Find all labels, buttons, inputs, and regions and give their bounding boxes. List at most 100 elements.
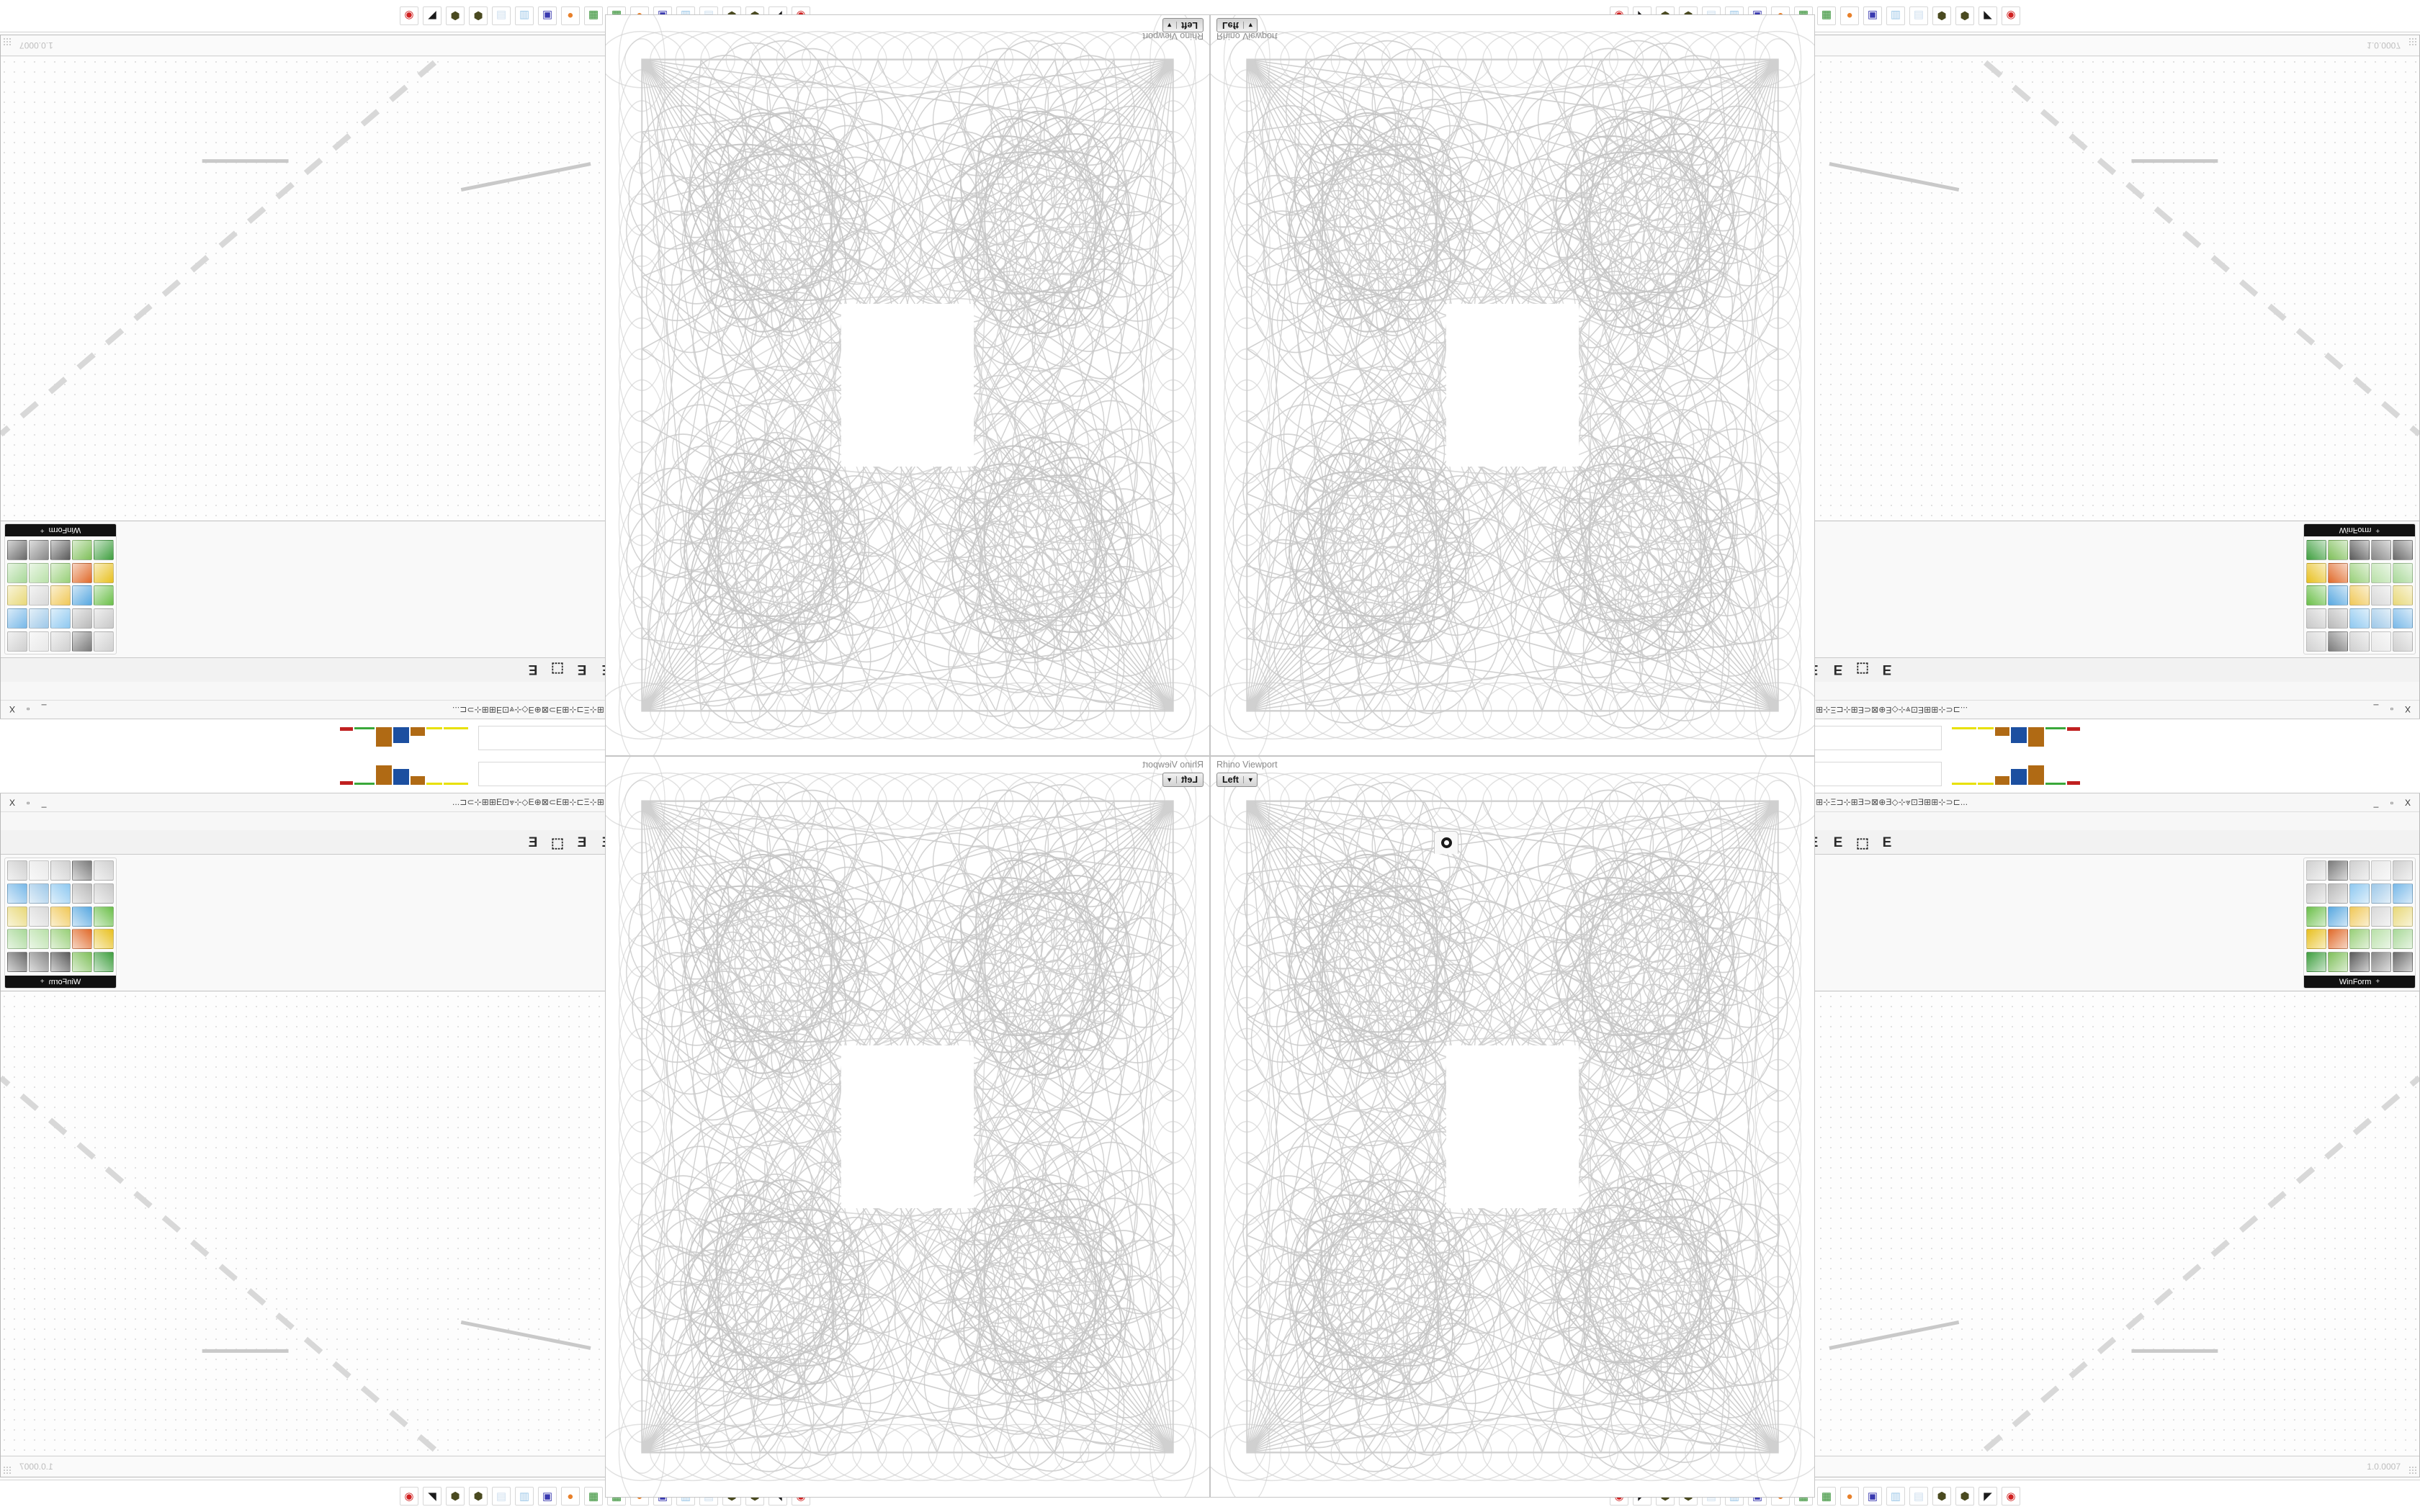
ribbon-component-icon[interactable] [2349, 883, 2370, 904]
ribbon-component-icon[interactable] [94, 929, 114, 950]
ribbon-component-icon[interactable] [2306, 608, 2326, 629]
tab-e2[interactable]: E [577, 662, 587, 677]
rhino-viewport-top-right[interactable]: Rhino Viewport Left ▼ [1210, 14, 1815, 756]
ribbon-component-icon[interactable] [29, 929, 49, 950]
grasshopper-icon[interactable]: ⬢ [1955, 1487, 1974, 1506]
ribbon-component-icon[interactable] [2393, 883, 2413, 904]
ribbon-component-icon[interactable] [2371, 952, 2391, 973]
ribbon-component-icon[interactable] [72, 929, 92, 950]
ribbon-component-icon[interactable] [50, 883, 71, 904]
app-dark-icon[interactable]: ◤ [423, 6, 442, 25]
ribbon-component-icon[interactable] [72, 539, 92, 560]
tab-e3[interactable]: E [1882, 835, 1892, 850]
grasshopper2-icon[interactable]: ⬢ [469, 6, 488, 25]
ribbon-component-icon[interactable] [2393, 952, 2413, 973]
firefox-icon[interactable]: ● [561, 1487, 580, 1506]
ribbon-component-icon[interactable] [2349, 562, 2370, 583]
ribbon-component-icon[interactable] [2371, 929, 2391, 950]
ribbon-group-expand-icon[interactable]: + [40, 978, 45, 986]
tab-e2[interactable]: E [577, 835, 587, 850]
ribbon-component-icon[interactable] [2371, 585, 2391, 606]
ribbon-component-icon[interactable] [29, 906, 49, 927]
document-icon[interactable]: ▥ [515, 6, 534, 25]
ribbon-component-icon[interactable] [2328, 539, 2348, 560]
viewport-view-selector[interactable]: Left ▼ [1216, 18, 1258, 32]
grasshopper2-icon[interactable]: ⬢ [469, 1487, 488, 1506]
ribbon-component-icon[interactable] [2306, 906, 2326, 927]
ribbon-component-icon[interactable] [2306, 631, 2326, 652]
tab-e3[interactable]: E [528, 662, 538, 677]
ribbon-component-icon[interactable] [2371, 906, 2391, 927]
terminal-icon[interactable]: ▦ [1817, 1487, 1836, 1506]
ribbon-component-icon[interactable] [2393, 929, 2413, 950]
ribbon-component-icon[interactable] [50, 585, 71, 606]
rhino-icon[interactable]: ◉ [400, 6, 418, 25]
grasshopper-icon[interactable]: ⬢ [1955, 6, 1974, 25]
ribbon-component-icon[interactable] [2328, 929, 2348, 950]
ribbon-component-icon[interactable] [2393, 585, 2413, 606]
ribbon-component-icon[interactable] [72, 906, 92, 927]
ribbon-component-icon[interactable] [7, 539, 27, 560]
save-icon[interactable]: ▣ [1863, 1487, 1882, 1506]
ribbon-component-icon[interactable] [7, 585, 27, 606]
close-button[interactable]: X [2404, 797, 2411, 808]
ribbon-component-icon[interactable] [50, 608, 71, 629]
ribbon-component-icon[interactable] [50, 952, 71, 973]
ribbon-component-icon[interactable] [7, 631, 27, 652]
resize-grip[interactable] [2408, 37, 2417, 46]
terminal-icon[interactable]: ▦ [1817, 6, 1836, 25]
ribbon-component-icon[interactable] [7, 929, 27, 950]
ribbon-component-icon[interactable] [7, 883, 27, 904]
maximize-button[interactable]: ▫ [2390, 704, 2394, 715]
ribbon-component-icon[interactable] [2371, 631, 2391, 652]
ribbon-component-icon[interactable] [2393, 631, 2413, 652]
ribbon-component-icon[interactable] [72, 952, 92, 973]
resize-grip[interactable] [2408, 1466, 2417, 1475]
terminal-icon[interactable]: ▦ [584, 6, 603, 25]
minimize-button[interactable]: _ [2373, 797, 2379, 808]
firefox-icon[interactable]: ● [561, 6, 580, 25]
chevron-down-icon[interactable]: ▼ [1166, 22, 1178, 29]
ribbon-component-icon[interactable] [2328, 631, 2348, 652]
tab-dots[interactable]: ⬚ [1856, 661, 1869, 677]
ribbon-component-icon[interactable] [7, 608, 27, 629]
ribbon-component-icon[interactable] [72, 562, 92, 583]
rhino-viewport-bottom-left[interactable]: Rhino Viewport Left ▼ [605, 756, 1210, 1498]
minimize-button[interactable]: _ [41, 797, 47, 808]
app-dark-icon[interactable]: ◤ [1978, 1487, 1997, 1506]
app-dark-icon[interactable]: ◤ [1978, 6, 1997, 25]
minimize-button[interactable]: _ [41, 704, 47, 715]
firefox-icon[interactable]: ● [1840, 1487, 1859, 1506]
ribbon-component-icon[interactable] [7, 906, 27, 927]
ribbon-component-icon[interactable] [2349, 585, 2370, 606]
ribbon-component-icon[interactable] [2393, 539, 2413, 560]
ribbon-group-expand-icon[interactable]: + [2375, 526, 2380, 534]
firefox-icon[interactable]: ● [1840, 6, 1859, 25]
close-button[interactable]: X [9, 797, 16, 808]
chevron-down-icon[interactable]: ▼ [1242, 22, 1254, 29]
ribbon-component-icon[interactable] [2349, 631, 2370, 652]
viewport-view-selector[interactable]: Left ▼ [1162, 18, 1204, 32]
close-button[interactable]: X [9, 704, 16, 715]
rhino-icon[interactable]: ◉ [400, 1487, 418, 1506]
ribbon-component-icon[interactable] [50, 929, 71, 950]
grasshopper-icon[interactable]: ⬢ [446, 6, 465, 25]
tab-e2[interactable]: E [1833, 835, 1843, 850]
ribbon-component-icon[interactable] [50, 539, 71, 560]
notepad-icon[interactable]: ▤ [1909, 1487, 1928, 1506]
ribbon-component-icon[interactable] [29, 608, 49, 629]
ribbon-component-icon[interactable] [94, 860, 114, 881]
minimize-button[interactable]: _ [2373, 704, 2379, 715]
ribbon-component-icon[interactable] [94, 539, 114, 560]
tab-dots[interactable]: ⬚ [551, 835, 564, 851]
ribbon-component-icon[interactable] [2349, 929, 2370, 950]
viewport-view-selector[interactable]: Left ▼ [1162, 773, 1204, 787]
ribbon-component-icon[interactable] [2371, 883, 2391, 904]
ribbon-component-icon[interactable] [2328, 906, 2348, 927]
rhino-icon[interactable]: ◉ [2002, 1487, 2020, 1506]
ribbon-component-icon[interactable] [2349, 906, 2370, 927]
ribbon-component-icon[interactable] [72, 585, 92, 606]
ribbon-component-icon[interactable] [2371, 562, 2391, 583]
ribbon-component-icon[interactable] [72, 883, 92, 904]
rhino-icon[interactable]: ◉ [2002, 6, 2020, 25]
